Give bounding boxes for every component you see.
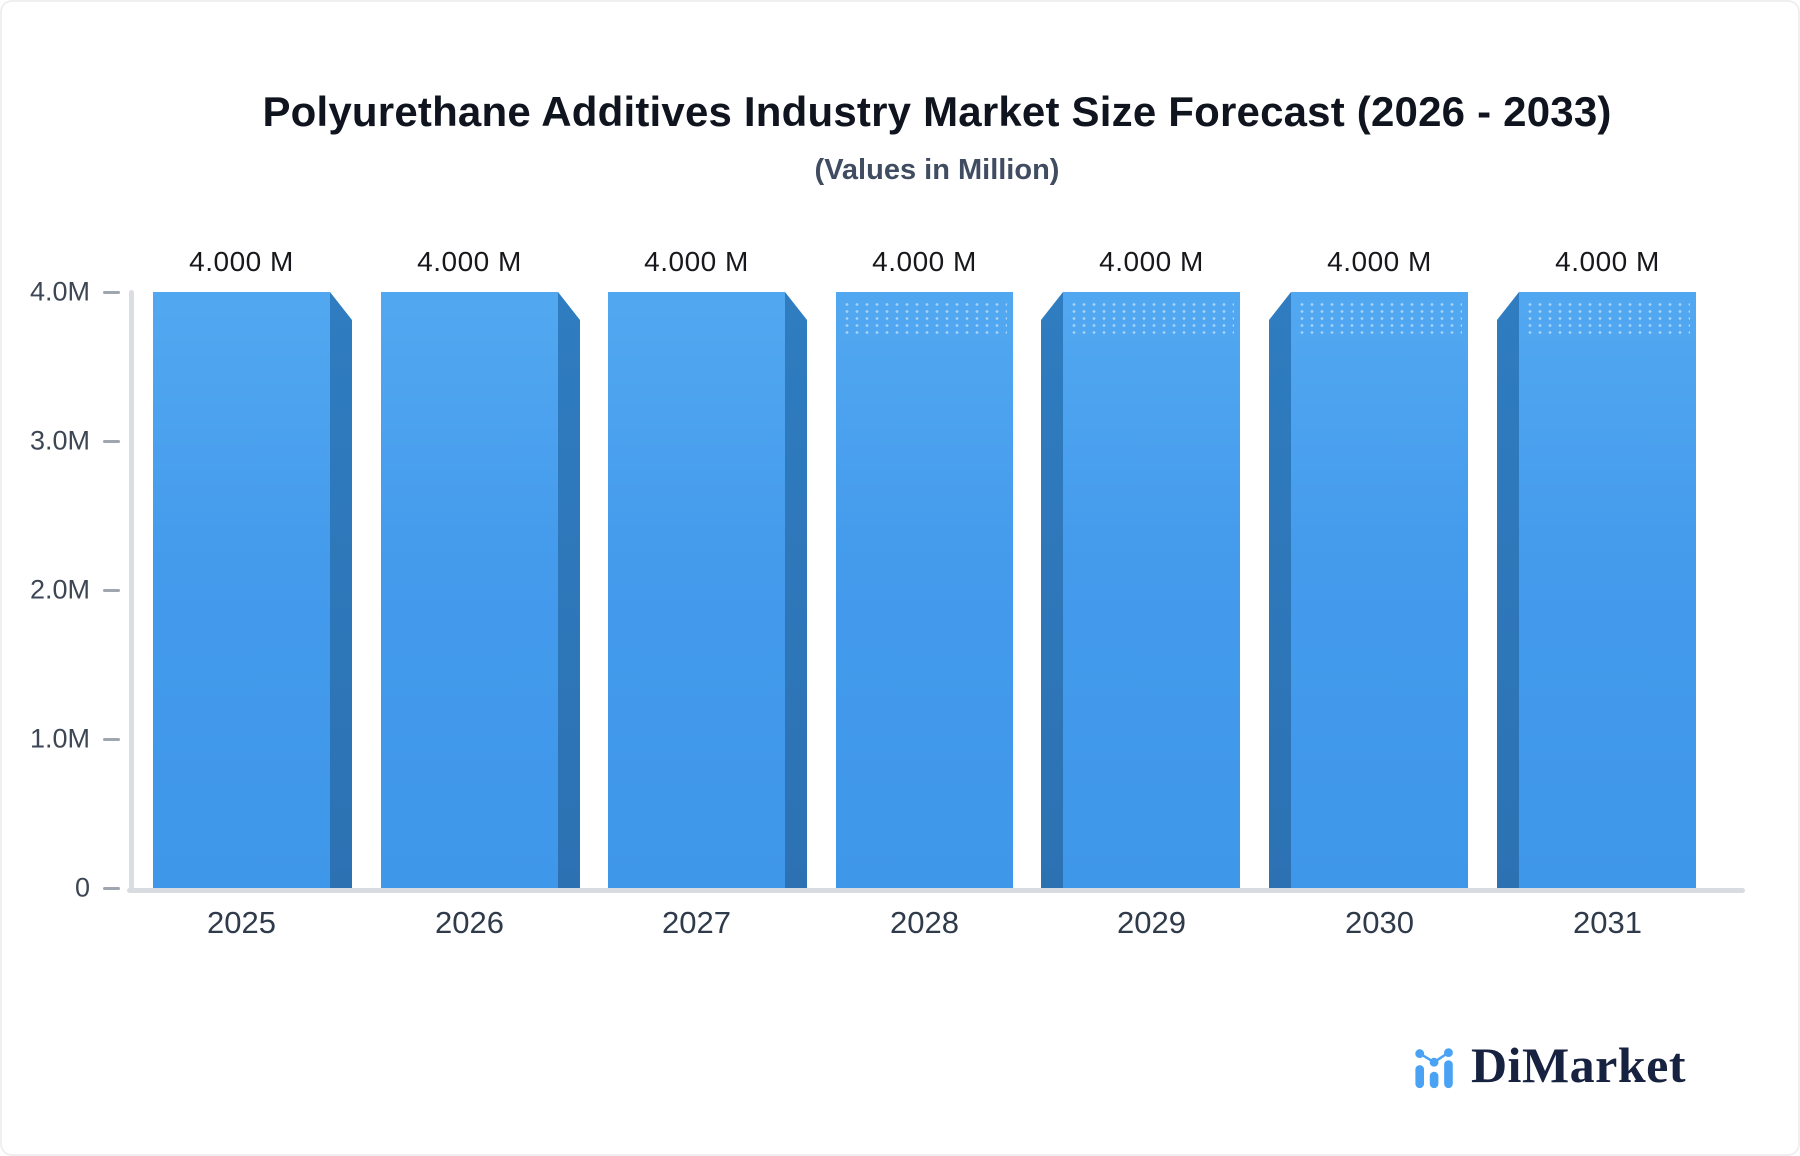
bar-3d-side bbox=[1041, 292, 1063, 888]
bar-2028[interactable] bbox=[836, 292, 1013, 888]
bar-value-label: 4.000 M bbox=[872, 246, 977, 277]
bar-2031[interactable] bbox=[1519, 292, 1696, 888]
bar-3d-side bbox=[1269, 292, 1291, 888]
bar-2027[interactable] bbox=[608, 292, 785, 888]
bar-value-label: 4.000 M bbox=[644, 246, 749, 277]
bar-value-label: 4.000 M bbox=[1555, 246, 1660, 277]
bar-value-label: 4.000 M bbox=[1099, 246, 1204, 277]
y-axis-tick-mark bbox=[103, 738, 120, 741]
chart-subtitle: (Values in Million) bbox=[814, 154, 1060, 186]
bar-3d-side bbox=[785, 292, 807, 888]
bar-value-label: 4.000 M bbox=[417, 246, 522, 277]
x-axis-category-label: 2026 bbox=[435, 905, 504, 940]
x-axis-category-label: 2029 bbox=[1117, 905, 1186, 940]
brand-logo-text: DiMarket bbox=[1470, 1037, 1686, 1093]
bar-3d-side bbox=[330, 292, 352, 888]
x-axis-category-label: 2028 bbox=[890, 905, 959, 940]
x-axis-line bbox=[127, 888, 1745, 893]
bar-chart-icon bbox=[1415, 1048, 1453, 1089]
bar-value-label: 4.000 M bbox=[189, 246, 294, 277]
y-axis-line bbox=[129, 290, 134, 893]
y-axis-tick-label: 3.0M bbox=[29, 425, 90, 456]
x-axis-category-label: 2030 bbox=[1345, 905, 1414, 940]
bar-value-label: 4.000 M bbox=[1327, 246, 1432, 277]
y-axis-tick-label: 0 bbox=[74, 872, 90, 903]
y-axis-tick-label: 1.0M bbox=[29, 723, 90, 754]
y-axis-tick-mark bbox=[103, 291, 120, 294]
x-axis-category-label: 2027 bbox=[662, 905, 731, 940]
bar-2026[interactable] bbox=[381, 292, 558, 888]
bar-2025[interactable] bbox=[153, 292, 330, 888]
chart-header: Polyurethane Additives Industry Market S… bbox=[129, 88, 1745, 187]
bar-3d-side bbox=[558, 292, 580, 888]
bar-2030[interactable] bbox=[1291, 292, 1468, 888]
bar-3d-side bbox=[1497, 292, 1519, 888]
bar-2029[interactable] bbox=[1063, 292, 1240, 888]
x-axis-category-label: 2025 bbox=[207, 905, 276, 940]
y-axis-tick-label: 4.0M bbox=[29, 276, 90, 307]
y-axis-tick-label: 2.0M bbox=[29, 574, 90, 605]
y-axis-tick-mark bbox=[103, 887, 120, 890]
y-axis-tick-mark bbox=[103, 589, 120, 592]
brand-logo: DiMarket bbox=[1413, 1040, 1686, 1090]
chart-title: Polyurethane Additives Industry Market S… bbox=[262, 88, 1612, 135]
x-axis-category-label: 2031 bbox=[1573, 905, 1642, 940]
y-axis-tick-mark bbox=[103, 440, 120, 443]
